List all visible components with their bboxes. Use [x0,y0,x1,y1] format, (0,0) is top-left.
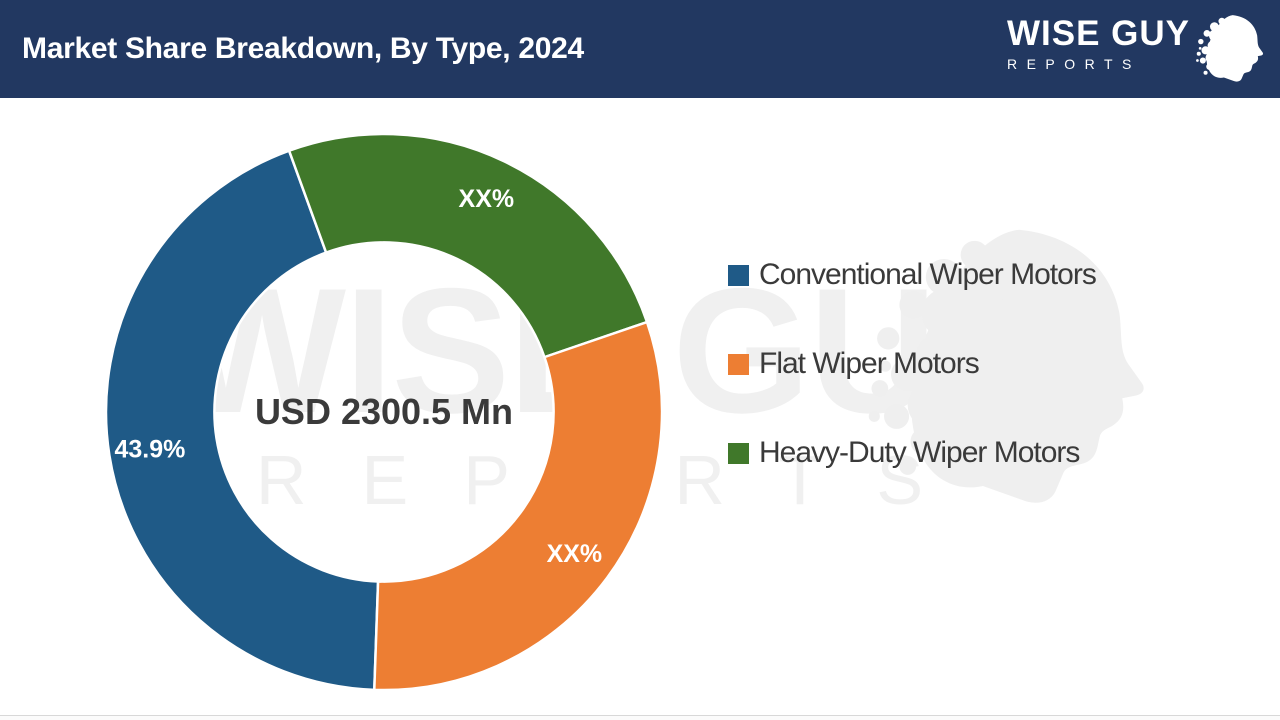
donut-segment-label: XX% [459,185,515,213]
brand-logo-reports-text: REPORTS [1006,56,1141,72]
bottom-divider [0,715,1280,720]
donut-chart: 43.9% XX% XX% [104,132,664,692]
donut-segment-label: 43.9% [114,436,185,464]
page-title: Market Share Breakdown, By Type, 2024 [22,32,584,65]
legend-label: Flat Wiper Motors [759,347,980,380]
brand-logo-face-icon [1196,15,1264,82]
legend-label: Heavy-Duty Wiper Motors [759,436,1080,469]
legend-item-conventional-wiper-motors: Conventional Wiper Motors [728,258,1097,291]
legend-item-heavy-duty-wiper-motors: Heavy-Duty Wiper Motors [728,436,1080,469]
legend-label: Conventional Wiper Motors [759,258,1097,291]
header-bar: Market Share Breakdown, By Type, 2024 WI… [0,0,1280,98]
legend-swatch-green [728,442,749,464]
legend-swatch-blue [728,264,749,286]
brand-logo: WISE GUY REPORTS [1007,16,1190,72]
brand-logo-wiseguy-text: WISE GUY [1006,14,1190,53]
legend-swatch-orange [728,353,749,375]
donut-segment-conventional-wiper-motors [104,149,380,692]
donut-segment-heavy-duty-wiper-motors [287,132,649,359]
donut-segment-flat-wiper-motors [373,320,664,692]
donut-segment-label: XX% [547,540,603,568]
legend-item-flat-wiper-motors: Flat Wiper Motors [728,347,980,380]
